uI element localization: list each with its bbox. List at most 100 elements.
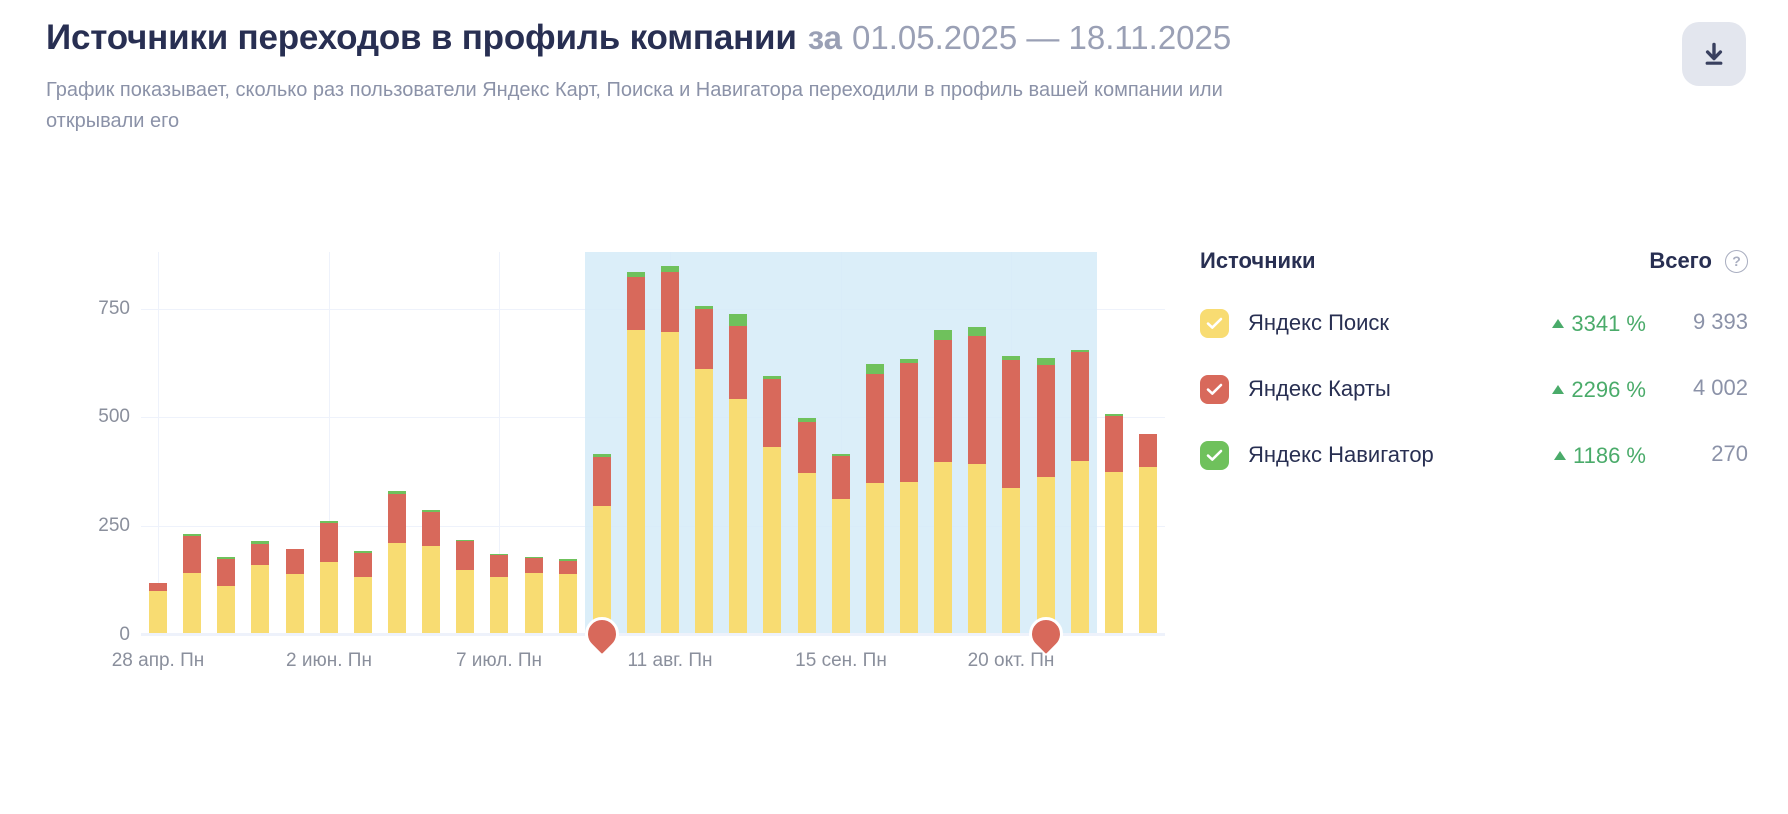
bar-segment	[798, 418, 816, 422]
bar-segment	[695, 309, 713, 369]
legend-metrics: 2296 % 4 002	[1552, 375, 1748, 404]
x-axis: 28 апр. Пн 2 июн. Пн 7 июл. Пн 11 авг. Пн 15…	[112, 650, 1165, 680]
bar-segment	[1139, 467, 1157, 635]
bar-stack[interactable]	[661, 265, 679, 635]
download-button[interactable]	[1682, 22, 1746, 86]
bar-stack[interactable]	[1002, 355, 1020, 635]
help-icon[interactable]: ?	[1725, 249, 1748, 273]
bar-stack[interactable]	[388, 491, 406, 635]
x-axis-line	[141, 633, 1165, 635]
bar-segment	[559, 574, 577, 635]
legend-checkbox[interactable]	[1200, 308, 1229, 338]
bar-segment	[661, 272, 679, 332]
check-icon	[1206, 383, 1223, 395]
check-icon	[1206, 317, 1223, 329]
legend-checkbox[interactable]	[1200, 440, 1229, 470]
bar-stack[interactable]	[900, 359, 918, 635]
bar-segment	[866, 482, 884, 635]
bar-stack[interactable]	[490, 554, 508, 635]
bar-segment	[1002, 488, 1020, 635]
bar-segment	[320, 561, 338, 635]
trend-up-icon	[1554, 450, 1567, 460]
bar-stack[interactable]	[1139, 433, 1157, 635]
y-axis-tick-label: 0	[119, 624, 130, 645]
x-axis-tick-label: 7 июл. Пн	[455, 650, 543, 671]
legend-total-value: 270	[1711, 440, 1748, 466]
download-icon	[1701, 41, 1727, 68]
bar-segment	[217, 558, 235, 587]
legend-label: Яндекс Карты	[1248, 376, 1391, 401]
bar-segment	[729, 314, 747, 326]
trend-up-icon	[1552, 318, 1565, 328]
bar-stack[interactable]	[149, 583, 167, 635]
bar-segment	[1002, 359, 1020, 489]
legend-checkbox[interactable]	[1200, 374, 1229, 404]
bar-stack[interactable]	[183, 534, 201, 635]
bar-segment	[354, 553, 372, 578]
date-range: 01.05.2025 — 18.11.2025	[852, 19, 1232, 56]
x-axis-tick-label: 2 июн. Пн	[286, 650, 372, 671]
plot-area	[141, 252, 1165, 659]
bar-segment	[1037, 358, 1055, 366]
bar-stack[interactable]	[593, 453, 611, 635]
bar-segment	[763, 378, 781, 447]
bar-stack[interactable]	[798, 418, 816, 635]
bar-stack[interactable]	[251, 541, 269, 635]
bar-stack[interactable]	[832, 453, 850, 635]
bar-stack[interactable]	[217, 557, 235, 635]
bar-stack[interactable]	[320, 520, 338, 635]
bar-stack[interactable]	[763, 376, 781, 635]
legend-panel: Источники Всего ? Яндекс Поиск 3341 % 9 39…	[1200, 248, 1748, 502]
bar-stack[interactable]	[695, 305, 713, 635]
x-axis-tick-label: 20 окт. Пн	[967, 650, 1055, 671]
gridline	[141, 635, 1165, 636]
legend-delta: 1186 %	[1554, 443, 1646, 469]
bar-stack[interactable]	[934, 330, 952, 635]
bar-segment	[1071, 460, 1089, 635]
bar-segment	[217, 586, 235, 635]
bar-stack[interactable]	[422, 510, 440, 635]
bar-stack[interactable]	[525, 556, 543, 635]
bar-stack[interactable]	[354, 551, 372, 635]
bar-segment	[422, 545, 440, 635]
legend-metrics: 1186 % 270	[1554, 441, 1748, 470]
bar-stack[interactable]	[627, 271, 645, 635]
bar-segment	[456, 569, 474, 635]
bar-segment	[729, 398, 747, 635]
bar-segment	[900, 359, 918, 364]
bar-segment	[934, 339, 952, 462]
bar-segment	[763, 376, 781, 379]
bar-stack[interactable]	[456, 540, 474, 635]
vertical-gridline	[329, 252, 330, 635]
legend-row[interactable]: Яндекс Навигатор 1186 % 270	[1200, 436, 1748, 474]
y-axis-tick-label: 250	[98, 515, 130, 537]
bar-segment	[1037, 477, 1055, 635]
legend-delta-value: 2296 %	[1571, 377, 1646, 403]
bar-segment	[490, 555, 508, 578]
bar-stack[interactable]	[968, 327, 986, 635]
page-title: Источники переходов в профиль компании з…	[46, 18, 1646, 58]
bar-segment	[559, 561, 577, 575]
bar-stack[interactable]	[729, 314, 747, 635]
legend-row[interactable]: Яндекс Поиск 3341 % 9 393	[1200, 304, 1748, 342]
legend-row[interactable]: Яндекс Карты 2296 % 4 002	[1200, 370, 1748, 408]
bar-stack[interactable]	[1037, 358, 1055, 635]
legend-delta: 3341 %	[1552, 311, 1646, 337]
bar-stack[interactable]	[286, 549, 304, 635]
bar-segment	[661, 331, 679, 635]
bar-stack[interactable]	[559, 559, 577, 635]
bar-segment	[1139, 433, 1157, 468]
page-title-preposition: за	[807, 19, 843, 56]
bar-segment	[320, 522, 338, 562]
bar-segment	[832, 499, 850, 635]
bar-segment	[559, 559, 577, 562]
bar-segment	[525, 558, 543, 573]
bar-segment	[763, 446, 781, 635]
bar-stack[interactable]	[1071, 349, 1089, 635]
check-icon	[1206, 449, 1223, 461]
bar-segment	[422, 511, 440, 546]
bar-stack[interactable]	[866, 364, 884, 635]
bar-segment	[627, 271, 645, 278]
bar-segment	[1071, 352, 1089, 461]
bar-stack[interactable]	[1105, 413, 1123, 635]
